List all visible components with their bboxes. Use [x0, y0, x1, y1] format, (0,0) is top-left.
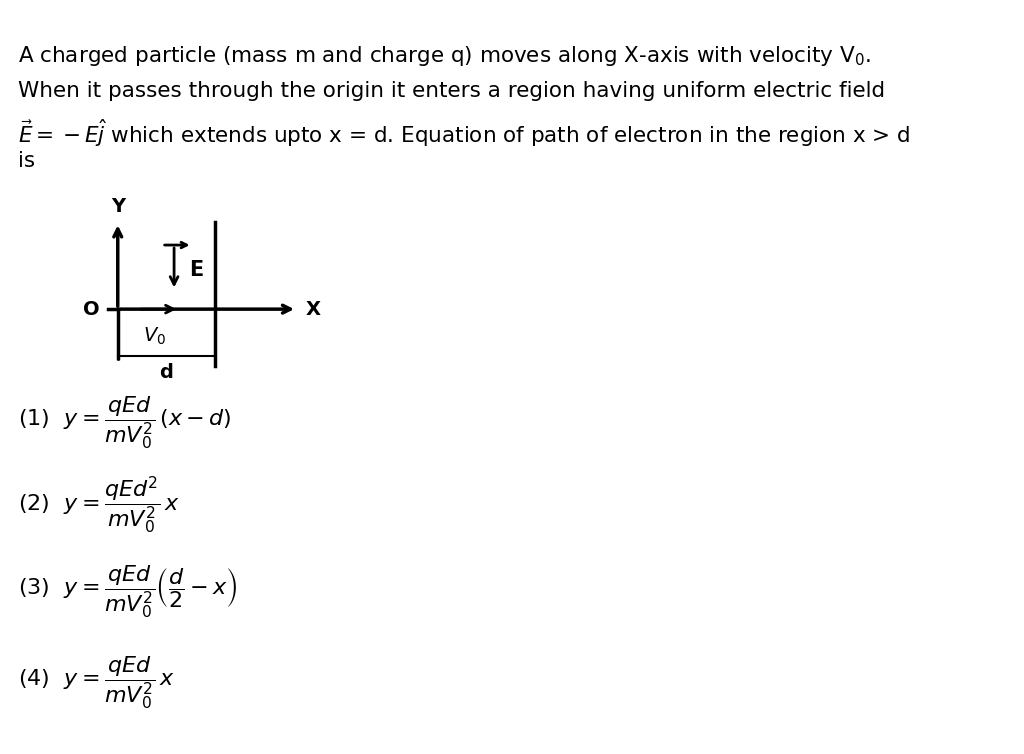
Text: E: E — [189, 260, 204, 280]
Text: O: O — [83, 299, 99, 319]
Text: A charged particle (mass m and charge q) moves along X-axis with velocity V$_0$.: A charged particle (mass m and charge q)… — [18, 44, 871, 68]
Text: d: d — [160, 363, 173, 382]
Text: $\vec{E} = -E\hat{j}$ which extends upto x = d. Equation of path of electron in : $\vec{E} = -E\hat{j}$ which extends upto… — [18, 118, 911, 149]
Text: is: is — [18, 151, 36, 171]
Text: (3)  $y = \dfrac{qEd}{mV_0^2}\left(\dfrac{d}{2} - x\right)$: (3) $y = \dfrac{qEd}{mV_0^2}\left(\dfrac… — [18, 564, 238, 620]
Text: (1)  $y = \dfrac{qEd}{mV_0^2}\,(x - d)$: (1) $y = \dfrac{qEd}{mV_0^2}\,(x - d)$ — [18, 394, 231, 450]
Text: Y: Y — [111, 198, 125, 216]
Text: X: X — [305, 299, 321, 319]
Text: (2)  $y = \dfrac{qEd^2}{mV_0^2}\, x$: (2) $y = \dfrac{qEd^2}{mV_0^2}\, x$ — [18, 474, 180, 536]
Text: (4)  $y = \dfrac{qEd}{mV_0^2}\, x$: (4) $y = \dfrac{qEd}{mV_0^2}\, x$ — [18, 654, 175, 710]
Text: When it passes through the origin it enters a region having uniform electric fie: When it passes through the origin it ent… — [18, 81, 886, 101]
Text: $V_0$: $V_0$ — [143, 326, 167, 347]
